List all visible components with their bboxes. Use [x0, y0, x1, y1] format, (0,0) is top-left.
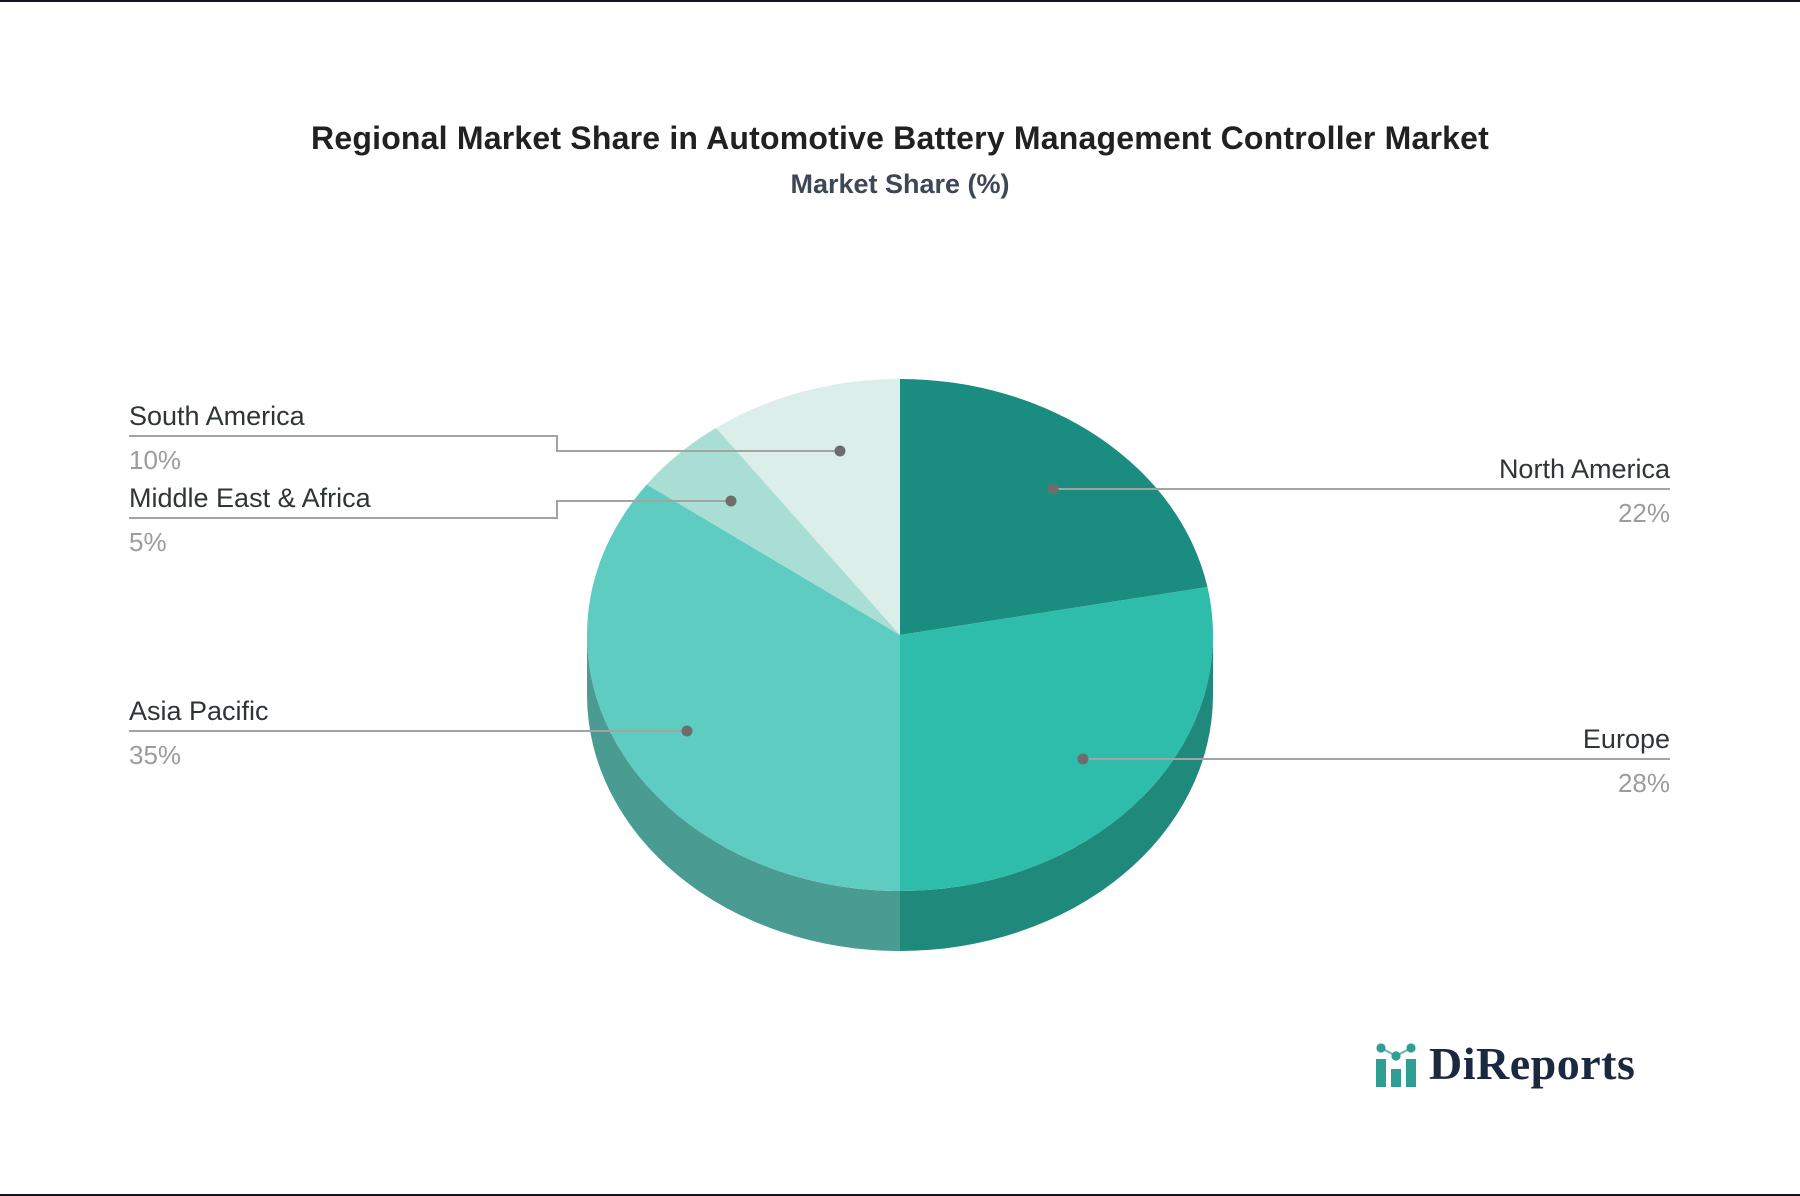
brand-logo: DiReports: [1374, 1038, 1635, 1090]
leader-line-south-america: [129, 435, 840, 452]
pie-slice-middle-east-africa: [646, 427, 900, 635]
bar-chart-logo-icon: [1376, 1043, 1416, 1087]
brand-name: DiReports: [1429, 1038, 1636, 1089]
category-label: South America: [129, 401, 305, 431]
label-north-america: North America 22%: [1499, 453, 1670, 528]
category-label: Asia Pacific: [129, 696, 269, 726]
pie-rim-europe: [900, 635, 1213, 951]
pie-slice-north-america: [900, 379, 1208, 635]
pie-slice-asia-pacific: [587, 484, 900, 891]
leader-dot-north-america: [1047, 483, 1059, 495]
leader-dot-middle-east-africa: [725, 495, 737, 507]
category-value: 5%: [129, 527, 167, 557]
leader-line-middle-east-africa: [129, 500, 731, 519]
chart-subtitle: Market Share (%): [790, 169, 1010, 199]
pie-slice-south-america: [716, 379, 900, 635]
leader-dot-south-america: [834, 445, 846, 457]
category-value: 10%: [129, 445, 182, 475]
category-value: 22%: [1617, 498, 1670, 528]
leader-dot-asia-pacific: [681, 725, 693, 737]
category-value: 28%: [1617, 768, 1670, 798]
label-middle-east-africa: Middle East & Africa 5%: [129, 482, 371, 557]
pie-slice-europe: [900, 587, 1214, 891]
category-label: Middle East & Africa: [129, 483, 371, 513]
label-asia-pacific: Asia Pacific 35%: [129, 695, 269, 770]
category-value: 35%: [129, 740, 182, 770]
category-label: Europe: [1582, 724, 1670, 754]
leader-dot-europe: [1077, 753, 1089, 765]
category-label: North America: [1498, 454, 1670, 484]
pie-rim-asia-pacific: [587, 635, 900, 951]
label-south-america: South America 10%: [129, 400, 305, 475]
chart-title: Regional Market Share in Automotive Batt…: [311, 120, 1489, 156]
label-europe: Europe 28%: [1583, 723, 1670, 798]
